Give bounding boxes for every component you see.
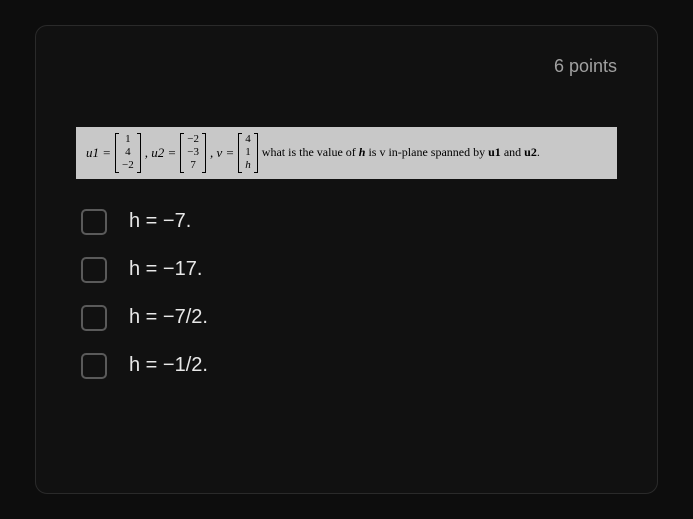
option-1[interactable]: h = −7. — [81, 209, 617, 235]
points-label: 6 points — [76, 56, 617, 77]
option-3-label: h = −7/2. — [129, 306, 208, 329]
options-list: h = −7. h = −17. h = −7/2. h = −1/2. — [81, 209, 617, 379]
question-text: what is the value of h is v in-plane spa… — [262, 145, 540, 160]
u1-vector: 1 4 −2 — [115, 133, 141, 173]
option-4[interactable]: h = −1/2. — [81, 353, 617, 379]
checkbox-1[interactable] — [81, 209, 107, 235]
checkbox-2[interactable] — [81, 257, 107, 283]
v-vector: 4 1 h — [238, 133, 258, 173]
checkbox-3[interactable] — [81, 305, 107, 331]
option-3[interactable]: h = −7/2. — [81, 305, 617, 331]
option-1-label: h = −7. — [129, 210, 191, 233]
u2-label: , u2 = — [145, 145, 177, 161]
question-image: u1 = 1 4 −2 , u2 = −2 −3 7 , v = 4 — [76, 127, 617, 179]
question-card: 6 points u1 = 1 4 −2 , u2 = −2 −3 7 , v … — [35, 25, 658, 494]
u1-label: u1 = — [86, 145, 111, 161]
u2-vector: −2 −3 7 — [180, 133, 206, 173]
v-label: , v = — [210, 145, 234, 161]
option-2[interactable]: h = −17. — [81, 257, 617, 283]
checkbox-4[interactable] — [81, 353, 107, 379]
option-2-label: h = −17. — [129, 258, 202, 281]
option-4-label: h = −1/2. — [129, 354, 208, 377]
